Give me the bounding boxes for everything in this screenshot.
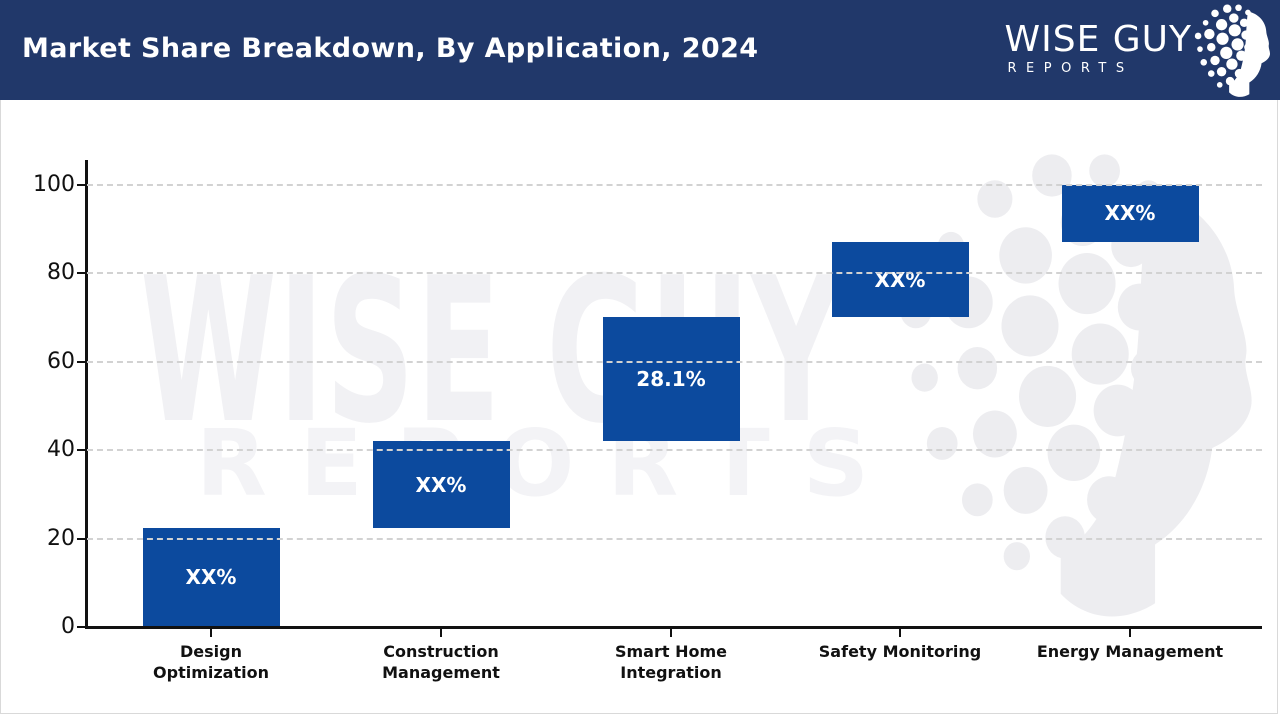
y-axis-tick-label: 40 (47, 437, 75, 463)
y-axis-tick-mark (77, 626, 86, 628)
y-axis-tick-mark (77, 537, 86, 540)
bar-segment: XX% (831, 242, 969, 317)
bar-value-label: 28.1% (636, 367, 706, 392)
x-axis-category-label: Construction Management (326, 641, 556, 683)
chart-title: Market Share Breakdown, By Application, … (22, 33, 759, 64)
x-axis-category-label: Energy Management (1015, 641, 1245, 662)
x-axis-tick-mark (440, 629, 442, 637)
brand-logo-text: WISE GUY REPORTS (1004, 19, 1193, 77)
x-axis-category-label-line: Integration (620, 663, 722, 682)
x-axis-category-label-line: Design (180, 642, 242, 661)
x-axis-category-label-line: Construction (383, 642, 499, 661)
y-axis-tick-mark (77, 272, 86, 275)
brand-name: WISE GUY (1004, 19, 1192, 60)
x-axis-category-label-line: Safety Monitoring (818, 642, 982, 661)
y-gridline (87, 272, 1262, 275)
header-band: Market Share Breakdown, By Application, … (0, 0, 1280, 100)
bar-segment: XX% (1061, 184, 1199, 243)
x-axis-category-label: Design Optimization (96, 641, 326, 683)
x-axis-line (85, 626, 1262, 629)
y-axis-line (85, 160, 88, 629)
x-axis-category-label-line: Optimization (153, 663, 269, 682)
x-axis-tick-mark (899, 629, 901, 637)
y-axis-tick-label: 80 (47, 260, 75, 286)
y-axis-tick-mark (77, 360, 86, 363)
x-axis-category-label-line: Smart Home (614, 642, 727, 661)
y-gridline (87, 449, 1262, 452)
brand-subtitle: REPORTS (1007, 61, 1134, 76)
y-axis-tick-label: 60 (47, 348, 75, 374)
x-axis-tick-mark (670, 629, 672, 637)
x-axis-tick-mark (210, 629, 212, 637)
bar-segment: 28.1% (602, 316, 740, 442)
y-axis-tick-label: 20 (47, 525, 75, 551)
y-gridline (87, 183, 1262, 186)
y-gridline (87, 360, 1262, 363)
bar-value-label: XX% (874, 267, 926, 292)
x-axis-category-label-line: Energy Management (1036, 642, 1224, 661)
bar-value-label: XX% (1104, 201, 1156, 226)
y-axis-tick-mark (77, 449, 86, 452)
x-axis-category-label: Safety Monitoring (785, 641, 1015, 662)
y-axis-tick-mark (77, 183, 86, 186)
y-axis-tick-label: 100 (33, 171, 75, 197)
watermark-subtext: REPORTS (196, 410, 903, 517)
brand-logo: WISE GUY REPORTS (1005, 0, 1280, 100)
y-gridline (87, 537, 1262, 540)
bar-value-label: XX% (415, 472, 467, 497)
x-axis-category-label: Smart Home Integration (556, 641, 786, 683)
bar-segment: XX% (372, 441, 510, 528)
bar-value-label: XX% (185, 565, 237, 590)
bar-segment: XX% (142, 527, 280, 627)
x-axis-tick-mark (1129, 629, 1131, 637)
y-axis-tick-label: 0 (61, 614, 75, 639)
x-axis-category-label-line: Management (382, 663, 500, 682)
